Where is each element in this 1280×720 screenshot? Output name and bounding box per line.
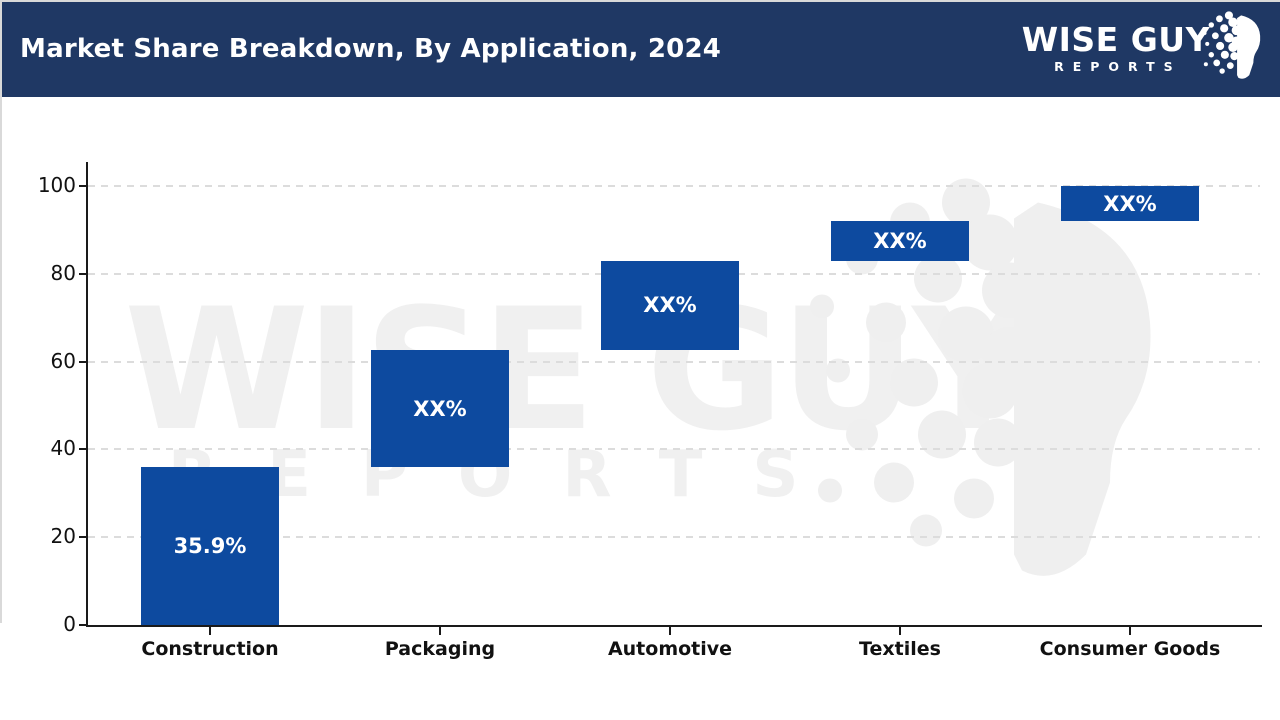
y-tick-label: 60: [50, 348, 76, 373]
bar-value-label: XX%: [643, 293, 697, 318]
x-category-label: Construction: [141, 638, 279, 660]
x-category-label: Automotive: [607, 638, 733, 660]
y-tick-label: 20: [50, 524, 76, 549]
y-tick-label: 100: [37, 173, 76, 197]
brand-logo: WISE GUY REPORTS: [1022, 10, 1280, 88]
y-tick-label: 40: [50, 436, 76, 461]
x-tick-mark: [669, 627, 671, 635]
x-tick-mark: [209, 627, 211, 635]
y-tick-mark: [79, 448, 86, 451]
frame-border-bottom: [0, 0, 1280, 2]
header-bar: Market Share Breakdown, By Application, …: [0, 0, 1280, 97]
x-tick-mark: [439, 627, 441, 635]
brand-wordmark: WISE GUY: [1021, 20, 1210, 59]
x-category-label: Textiles: [859, 638, 941, 660]
bar-automotive: XX%: [601, 261, 739, 350]
bar-value-label: 35.9%: [173, 534, 247, 559]
gridline: [88, 185, 1260, 187]
y-tick-mark: [79, 272, 86, 275]
chart-title: Market Share Breakdown, By Application, …: [20, 33, 722, 64]
x-category-label: Consumer Goods: [1039, 638, 1221, 660]
y-tick-mark: [79, 360, 86, 363]
bar-value-label: XX%: [873, 229, 927, 254]
x-tick-mark: [1129, 627, 1131, 635]
brand-head-icon: [1196, 10, 1270, 88]
bar-textiles: XX%: [831, 221, 969, 262]
y-tick-label: 0: [63, 612, 76, 636]
bar-packaging: XX%: [371, 349, 509, 468]
brand-text: WISE GUY REPORTS: [1022, 23, 1210, 74]
x-tick-mark: [899, 627, 901, 635]
y-axis-line: [86, 162, 88, 627]
y-tick-mark: [79, 536, 86, 539]
y-tick-label: 80: [50, 260, 76, 285]
x-category-label: Packaging: [384, 638, 496, 660]
x-axis-line: [86, 625, 1262, 627]
bar-value-label: XX%: [413, 396, 467, 421]
y-tick-mark: [79, 624, 86, 626]
gridline: [88, 360, 1260, 363]
gridline: [88, 448, 1260, 451]
frame-border-right: [0, 0, 2, 623]
y-tick-mark: [79, 185, 86, 187]
gridline: [88, 536, 1260, 539]
bar-value-label: XX%: [1103, 191, 1157, 216]
bar-consumer-goods: XX%: [1061, 186, 1199, 222]
brand-subtext: REPORTS: [1054, 59, 1182, 74]
bar-construction: 35.9%: [141, 467, 279, 625]
